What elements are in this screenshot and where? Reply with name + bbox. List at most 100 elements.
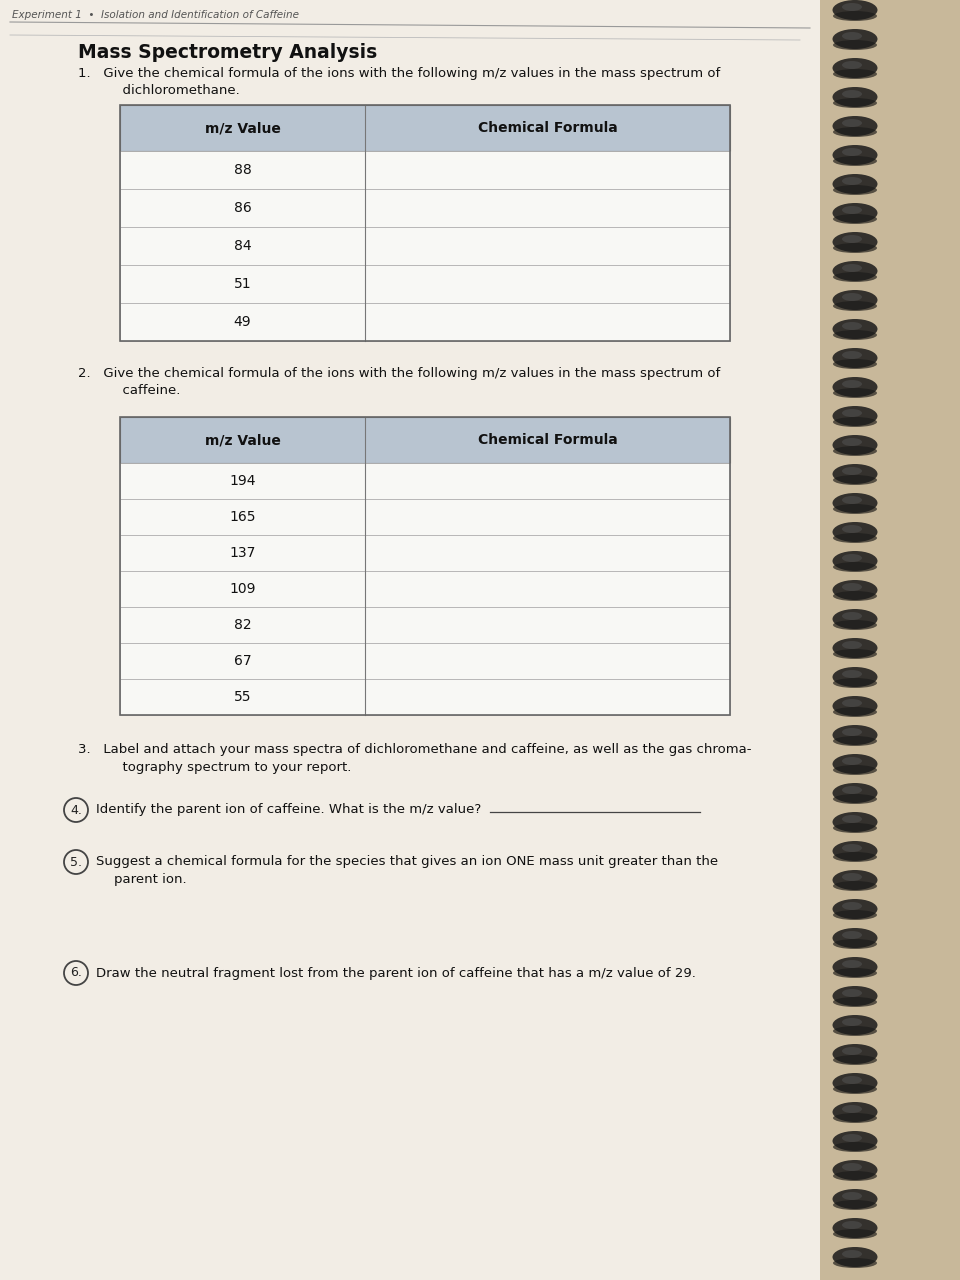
Text: 194: 194 [229, 474, 255, 488]
Ellipse shape [832, 261, 877, 282]
Bar [120, 535, 730, 571]
Bar [120, 678, 730, 716]
Ellipse shape [832, 957, 877, 977]
Text: Suggest a chemical formula for the species that gives an ion ONE mass unit great: Suggest a chemical formula for the speci… [96, 855, 718, 869]
Bar [120, 105, 730, 340]
Ellipse shape [833, 475, 877, 485]
Ellipse shape [842, 61, 862, 69]
Bar [120, 265, 730, 303]
Ellipse shape [833, 736, 877, 746]
Text: Mass Spectrometry Analysis: Mass Spectrometry Analysis [78, 42, 377, 61]
Text: tography spectrum to your report.: tography spectrum to your report. [97, 760, 351, 773]
Ellipse shape [833, 99, 877, 108]
Bar [0, 0, 820, 1280]
Ellipse shape [832, 580, 877, 600]
Ellipse shape [833, 156, 877, 166]
Text: 51: 51 [233, 276, 252, 291]
Ellipse shape [842, 1076, 862, 1084]
Ellipse shape [833, 532, 877, 543]
Ellipse shape [832, 986, 877, 1006]
Ellipse shape [833, 1258, 877, 1268]
Ellipse shape [833, 852, 877, 861]
Ellipse shape [832, 463, 877, 484]
Ellipse shape [842, 495, 862, 504]
Ellipse shape [833, 358, 877, 369]
Ellipse shape [832, 783, 877, 803]
Ellipse shape [832, 928, 877, 948]
Ellipse shape [833, 1171, 877, 1181]
Ellipse shape [842, 380, 862, 388]
Ellipse shape [842, 873, 862, 881]
Ellipse shape [832, 812, 877, 832]
Ellipse shape [833, 997, 877, 1007]
Text: 84: 84 [233, 239, 252, 253]
Ellipse shape [842, 728, 862, 736]
Ellipse shape [832, 174, 877, 195]
Ellipse shape [832, 522, 877, 541]
Ellipse shape [842, 1192, 862, 1201]
Ellipse shape [833, 127, 877, 137]
Ellipse shape [832, 29, 877, 49]
Ellipse shape [832, 609, 877, 628]
Ellipse shape [832, 724, 877, 745]
Ellipse shape [832, 1015, 877, 1036]
Text: Chemical Formula: Chemical Formula [478, 122, 617, 134]
Ellipse shape [832, 899, 877, 919]
Text: 4.: 4. [70, 804, 82, 817]
Text: Identify the parent ion of caffeine. What is the m/z value?: Identify the parent ion of caffeine. Wha… [96, 804, 481, 817]
Bar [120, 643, 730, 678]
Ellipse shape [842, 786, 862, 794]
Ellipse shape [833, 794, 877, 804]
Ellipse shape [832, 319, 877, 339]
Ellipse shape [832, 378, 877, 397]
Ellipse shape [833, 330, 877, 340]
Text: 55: 55 [233, 690, 252, 704]
Ellipse shape [833, 186, 877, 195]
Ellipse shape [833, 765, 877, 774]
Text: 82: 82 [233, 618, 252, 632]
Ellipse shape [842, 236, 862, 243]
Ellipse shape [832, 291, 877, 310]
Ellipse shape [832, 58, 877, 78]
Ellipse shape [833, 1229, 877, 1239]
Text: parent ion.: parent ion. [114, 873, 186, 887]
Bar [120, 571, 730, 607]
Ellipse shape [833, 214, 877, 224]
Ellipse shape [832, 754, 877, 774]
Text: Draw the neutral fragment lost from the parent ion of caffeine that has a m/z va: Draw the neutral fragment lost from the … [96, 966, 696, 979]
Ellipse shape [833, 1084, 877, 1094]
Ellipse shape [833, 620, 877, 630]
Ellipse shape [832, 435, 877, 454]
Ellipse shape [842, 641, 862, 649]
Bar [120, 227, 730, 265]
Ellipse shape [832, 1219, 877, 1238]
Ellipse shape [832, 1189, 877, 1210]
Ellipse shape [842, 148, 862, 156]
Ellipse shape [832, 1102, 877, 1123]
Ellipse shape [832, 116, 877, 136]
Ellipse shape [842, 90, 862, 99]
Ellipse shape [833, 1027, 877, 1036]
Ellipse shape [832, 406, 877, 426]
Text: 109: 109 [229, 582, 255, 596]
Ellipse shape [833, 678, 877, 689]
Ellipse shape [833, 388, 877, 398]
Ellipse shape [842, 410, 862, 417]
Bar [120, 189, 730, 227]
Ellipse shape [842, 554, 862, 562]
Ellipse shape [842, 902, 862, 910]
Ellipse shape [842, 119, 862, 127]
Text: 67: 67 [233, 654, 252, 668]
Ellipse shape [833, 1055, 877, 1065]
Text: dichloromethane.: dichloromethane. [97, 83, 240, 96]
Text: 86: 86 [233, 201, 252, 215]
Ellipse shape [832, 1247, 877, 1267]
Ellipse shape [833, 1142, 877, 1152]
Ellipse shape [833, 968, 877, 978]
Ellipse shape [842, 815, 862, 823]
Text: 137: 137 [229, 547, 255, 561]
Ellipse shape [842, 1018, 862, 1027]
Ellipse shape [832, 204, 877, 223]
Text: m/z Value: m/z Value [204, 433, 280, 447]
Ellipse shape [833, 301, 877, 311]
